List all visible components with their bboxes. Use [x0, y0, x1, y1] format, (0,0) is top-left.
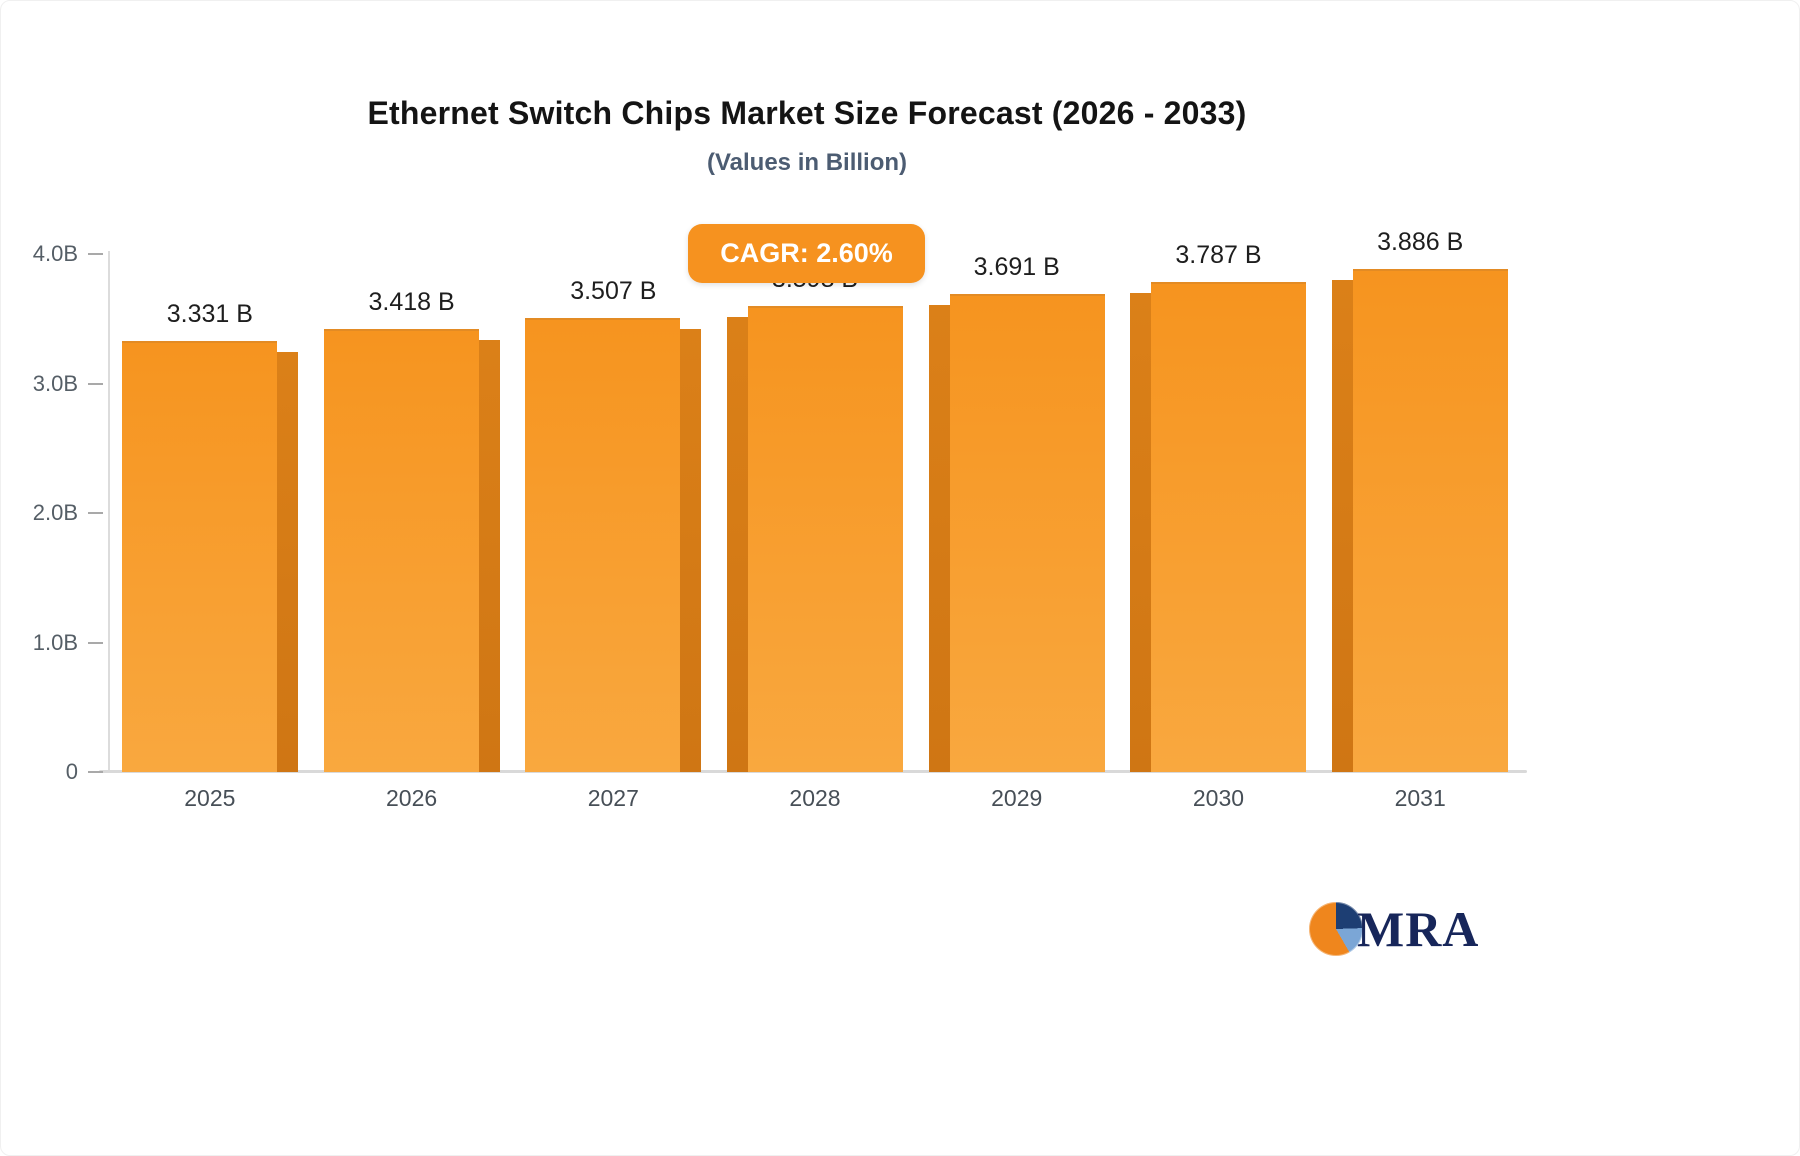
bar-3d-side	[1130, 292, 1152, 772]
y-tick-label: 0	[65, 759, 78, 784]
bar-face	[121, 340, 277, 772]
y-axis-tick: 0	[66, 759, 103, 785]
y-tick-mark	[88, 771, 103, 773]
chart-subtitle: (Values in Billion)	[706, 149, 908, 176]
bar-3d-side	[928, 305, 950, 772]
y-axis-line	[108, 251, 110, 772]
y-tick-label: 1.0B	[32, 629, 78, 655]
y-axis-tick: 3.0B	[33, 371, 103, 397]
y-axis-tick: 4.0B	[33, 241, 103, 267]
bar-slot: 3.787 B	[1118, 241, 1320, 772]
bar-face	[949, 294, 1105, 772]
bar-face	[1353, 268, 1509, 772]
y-tick-mark	[88, 641, 103, 644]
chart-title: Ethernet Switch Chips Market Size Foreca…	[367, 95, 1247, 131]
y-axis-tick: 2.0B	[33, 500, 103, 526]
bar-3d-side	[478, 340, 500, 772]
bar-face	[1151, 281, 1307, 772]
bar: 3.418 B	[323, 288, 500, 772]
brand-logo: MRA	[1309, 902, 1479, 956]
bar-value-label: 3.787 B	[1175, 240, 1262, 269]
x-axis-label: 2027	[587, 785, 639, 811]
y-tick-mark	[88, 253, 103, 255]
x-axis-label: 2028	[789, 785, 841, 811]
cagr-badge: CAGR: 2.60%	[688, 224, 925, 283]
bar-value-label: 3.691 B	[973, 253, 1060, 282]
bar-slot: 3.598 B	[714, 254, 916, 772]
bar: 3.886 B	[1332, 228, 1509, 772]
y-tick-label: 4.0B	[32, 241, 78, 266]
y-tick-label: 2.0B	[32, 500, 78, 525]
bar-3d-side	[1332, 279, 1354, 772]
bar: 3.331 B	[121, 300, 298, 772]
bar: 3.787 B	[1130, 241, 1307, 772]
bar-value-label: 3.886 B	[1377, 227, 1464, 256]
x-axis-label: 2025	[184, 785, 236, 811]
bar-value-label: 3.331 B	[166, 299, 253, 328]
y-tick-mark	[88, 512, 103, 514]
x-axis-label: 2026	[385, 785, 438, 811]
bar-face	[323, 329, 479, 772]
bar-face	[748, 306, 904, 772]
logo-text: MRA	[1357, 901, 1480, 957]
bar-slot: 3.331 B	[109, 254, 311, 772]
bar-value-label: 3.507 B	[570, 276, 657, 305]
bar: 3.598 B	[727, 265, 904, 772]
pie-logo-icon	[1309, 902, 1363, 956]
x-axis-labels: 2025 2026 2027 2028 2029 2030 2031	[109, 785, 1521, 812]
bar-series: 3.331 B 3.418 B 3.507 B 3.598 B 3.691 B 3.787…	[109, 228, 1521, 772]
bar-slot: 3.507 B	[512, 254, 714, 772]
bar-value-label: 3.418 B	[368, 288, 455, 317]
bar-slot: 3.418 B	[311, 254, 513, 772]
y-tick-mark	[88, 382, 103, 385]
x-axis-label: 2030	[1192, 785, 1245, 811]
y-tick-label: 3.0B	[32, 370, 78, 396]
x-axis-label: 2031	[1394, 785, 1446, 811]
bar-3d-side	[680, 328, 702, 772]
bar-slot: 3.886 B	[1319, 228, 1521, 772]
bar-face	[525, 317, 681, 772]
y-axis-tick: 1.0B	[33, 630, 103, 656]
bar-3d-side	[276, 351, 298, 772]
bar: 3.507 B	[525, 277, 702, 772]
bar: 3.691 B	[928, 253, 1105, 772]
bar-3d-side	[727, 317, 749, 772]
bar-slot: 3.691 B	[916, 253, 1118, 772]
y-axis: 0 1.0B 2.0B 3.0B 4.0B	[19, 241, 103, 784]
x-axis-label: 2029	[991, 785, 1043, 811]
